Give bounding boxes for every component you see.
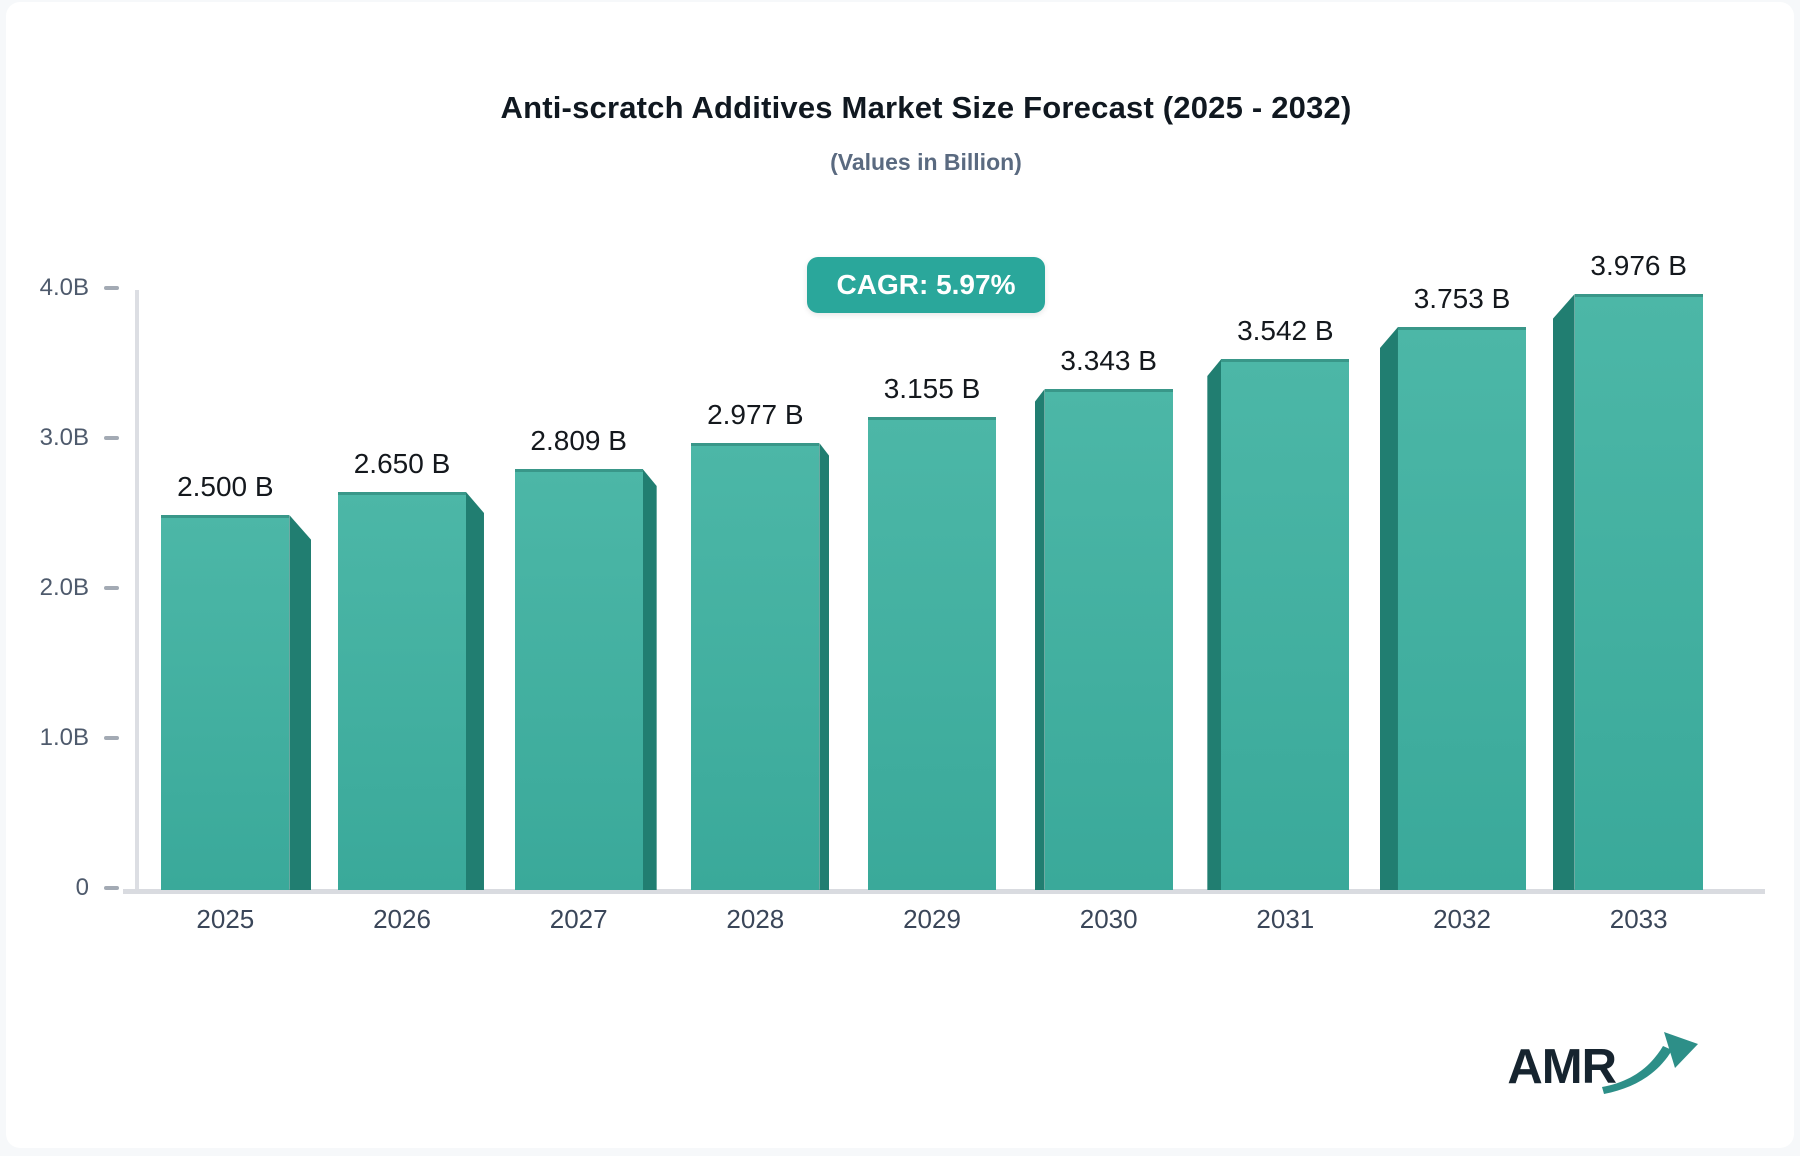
x-axis-label: 2028 [726, 904, 785, 934]
bar-face [1044, 389, 1173, 890]
bar-side-panel [1034, 389, 1045, 890]
bar-slot: 2.500 B [137, 290, 314, 890]
bar-value-label: 3.155 B [883, 373, 981, 404]
bar-slot: 2.650 B [314, 290, 491, 890]
x-axis-label: 2031 [1256, 904, 1315, 934]
bar-value-label: 3.343 B [1060, 345, 1157, 376]
bar-face [337, 492, 466, 890]
bar-value-label: 3.976 B [1590, 250, 1687, 281]
bar-slot: 3.542 B [1197, 290, 1374, 890]
bar-value-label: 3.753 B [1413, 283, 1511, 314]
bar-face [867, 417, 996, 890]
bar-face [691, 443, 820, 890]
bar-slot: 2.977 B [667, 290, 844, 890]
bar-2030 [1034, 389, 1173, 890]
chart-card: Anti-scratch Additives Market Size Forec… [6, 2, 1794, 1148]
y-tick-label: 1.0B [39, 724, 89, 751]
y-axis-ticks: 0 1.0B 2.0B 3.0B 4.0B [6, 274, 131, 901]
bar-2033 [1552, 294, 1703, 890]
bar-slot: 2.809 B [490, 290, 667, 890]
bar-2025 [161, 515, 312, 890]
x-axis-label: 2026 [373, 904, 431, 934]
brand-logo: AMR [1507, 1030, 1702, 1104]
y-tick-label: 4.0B [39, 274, 89, 301]
brand-logo-text: AMR [1507, 1040, 1617, 1094]
x-axis-label: 2025 [196, 904, 255, 934]
bar-2031 [1207, 359, 1350, 890]
bar-face [1574, 294, 1703, 890]
chart-subtitle: (Values in Billion) [830, 149, 1022, 175]
bar-face [514, 469, 643, 890]
y-tick-mark [104, 286, 119, 290]
bar-2029 [867, 417, 996, 890]
x-axis-label: 2030 [1079, 904, 1138, 934]
bar-value-label: 2.500 B [177, 471, 274, 502]
bar-value-label: 2.809 B [530, 425, 627, 456]
chart-title: Anti-scratch Additives Market Size Forec… [500, 90, 1352, 125]
bar-side-panel [289, 515, 312, 890]
bar-slot: 3.976 B [1550, 250, 1727, 890]
bar-face [1397, 327, 1526, 890]
y-axis-line [135, 290, 139, 890]
bar-face [1221, 359, 1350, 890]
bar-value-label: 3.542 B [1237, 315, 1334, 346]
bar-2028 [691, 443, 830, 890]
bar-value-label: 2.977 B [707, 399, 804, 430]
bar-side-panel [465, 492, 484, 890]
y-tick-mark [104, 736, 119, 740]
y-tick-label: 0 [75, 874, 89, 901]
x-axis-label: 2032 [1433, 904, 1491, 934]
plot-area: 2.500 B 2.650 B 2.809 B 2.977 B 3.155 B 3.343… [123, 250, 1765, 894]
bar-side-panel [642, 469, 657, 890]
bar-side-panel [1379, 327, 1398, 890]
x-axis-labels: 2025 2026 2027 2028 2029 2030 2031 2032 2033 [137, 904, 1727, 944]
bar-side-panel [819, 443, 830, 890]
y-tick-label: 3.0B [39, 424, 89, 451]
x-axis-label: 2029 [903, 904, 961, 934]
cagr-badge: CAGR: 5.97% [806, 257, 1046, 313]
y-tick-mark [104, 586, 119, 590]
y-tick-label: 2.0B [39, 574, 89, 601]
bar-slot: 3.155 B [844, 290, 1021, 890]
bar-2026 [337, 492, 484, 890]
bar-side-panel [1207, 359, 1222, 890]
bar-face [161, 515, 290, 890]
bar-slot: 3.753 B [1374, 283, 1551, 890]
x-axis-label: 2033 [1609, 904, 1668, 934]
y-tick-mark [104, 436, 119, 440]
bar-value-label: 2.650 B [353, 448, 451, 479]
bar-2032 [1379, 327, 1526, 890]
bar-side-panel [1552, 294, 1575, 890]
x-axis-line [123, 889, 1765, 894]
y-tick-mark [104, 886, 119, 890]
bar-slot: 3.343 B [1020, 290, 1197, 890]
bar-2027 [514, 469, 657, 890]
cagr-badge-row: CAGR: 5.97% [131, 257, 1721, 313]
growth-arrow-icon [1602, 1032, 1698, 1094]
x-axis-label: 2027 [549, 904, 608, 934]
